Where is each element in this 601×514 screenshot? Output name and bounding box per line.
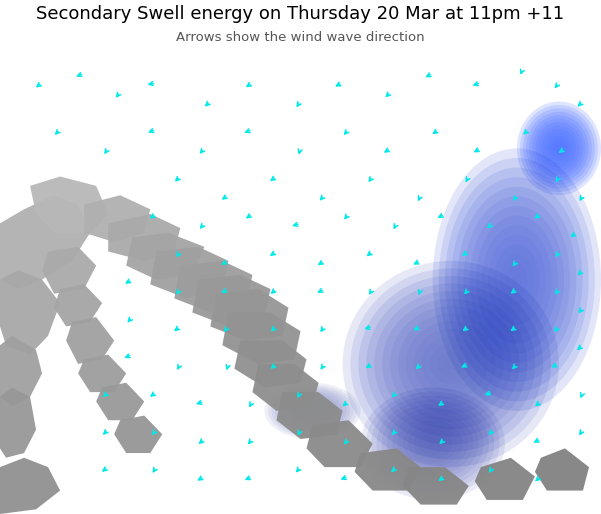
Polygon shape: [0, 270, 60, 355]
Ellipse shape: [268, 385, 357, 437]
Ellipse shape: [476, 215, 558, 344]
Text: Secondary Swell energy on Thursday 20 Mar at 11pm +11: Secondary Swell energy on Thursday 20 Ma…: [37, 5, 564, 23]
Polygon shape: [0, 195, 90, 289]
Ellipse shape: [542, 129, 576, 168]
Polygon shape: [42, 247, 96, 293]
Ellipse shape: [376, 400, 489, 488]
Ellipse shape: [350, 268, 551, 460]
Polygon shape: [96, 383, 144, 420]
Ellipse shape: [382, 404, 484, 484]
Ellipse shape: [272, 387, 353, 435]
Ellipse shape: [433, 149, 601, 411]
Ellipse shape: [371, 396, 494, 492]
Ellipse shape: [529, 115, 589, 181]
Ellipse shape: [463, 196, 570, 363]
Polygon shape: [234, 341, 307, 388]
Polygon shape: [84, 195, 150, 242]
Ellipse shape: [532, 119, 585, 178]
Ellipse shape: [538, 125, 579, 171]
Polygon shape: [30, 176, 108, 233]
Polygon shape: [535, 448, 589, 490]
Polygon shape: [210, 289, 288, 341]
Ellipse shape: [523, 108, 595, 189]
Polygon shape: [126, 233, 204, 280]
Polygon shape: [276, 392, 343, 439]
Ellipse shape: [361, 388, 505, 500]
Ellipse shape: [264, 383, 361, 439]
Polygon shape: [108, 214, 180, 261]
Ellipse shape: [457, 187, 576, 373]
Ellipse shape: [358, 276, 543, 452]
Polygon shape: [0, 458, 60, 514]
Ellipse shape: [390, 306, 511, 422]
Ellipse shape: [469, 206, 564, 353]
Polygon shape: [222, 313, 300, 364]
Ellipse shape: [526, 112, 592, 185]
Polygon shape: [192, 275, 270, 326]
Polygon shape: [0, 336, 42, 406]
Ellipse shape: [374, 291, 527, 437]
Polygon shape: [0, 388, 36, 458]
Ellipse shape: [517, 101, 601, 195]
Polygon shape: [114, 415, 162, 453]
Polygon shape: [355, 448, 421, 490]
Ellipse shape: [451, 177, 582, 382]
Polygon shape: [150, 247, 228, 298]
Ellipse shape: [535, 122, 582, 175]
Polygon shape: [54, 284, 102, 326]
Polygon shape: [307, 420, 373, 467]
Ellipse shape: [382, 299, 519, 429]
Ellipse shape: [366, 284, 535, 445]
Polygon shape: [403, 467, 469, 505]
Polygon shape: [475, 458, 535, 500]
Ellipse shape: [445, 168, 589, 392]
Polygon shape: [252, 364, 319, 411]
Polygon shape: [174, 261, 252, 313]
Polygon shape: [78, 355, 126, 392]
Ellipse shape: [366, 392, 499, 496]
Ellipse shape: [387, 408, 478, 480]
Polygon shape: [66, 317, 114, 364]
Ellipse shape: [520, 105, 598, 192]
Ellipse shape: [343, 261, 559, 467]
Ellipse shape: [439, 158, 595, 401]
Text: Arrows show the wind wave direction: Arrows show the wind wave direction: [176, 31, 425, 44]
